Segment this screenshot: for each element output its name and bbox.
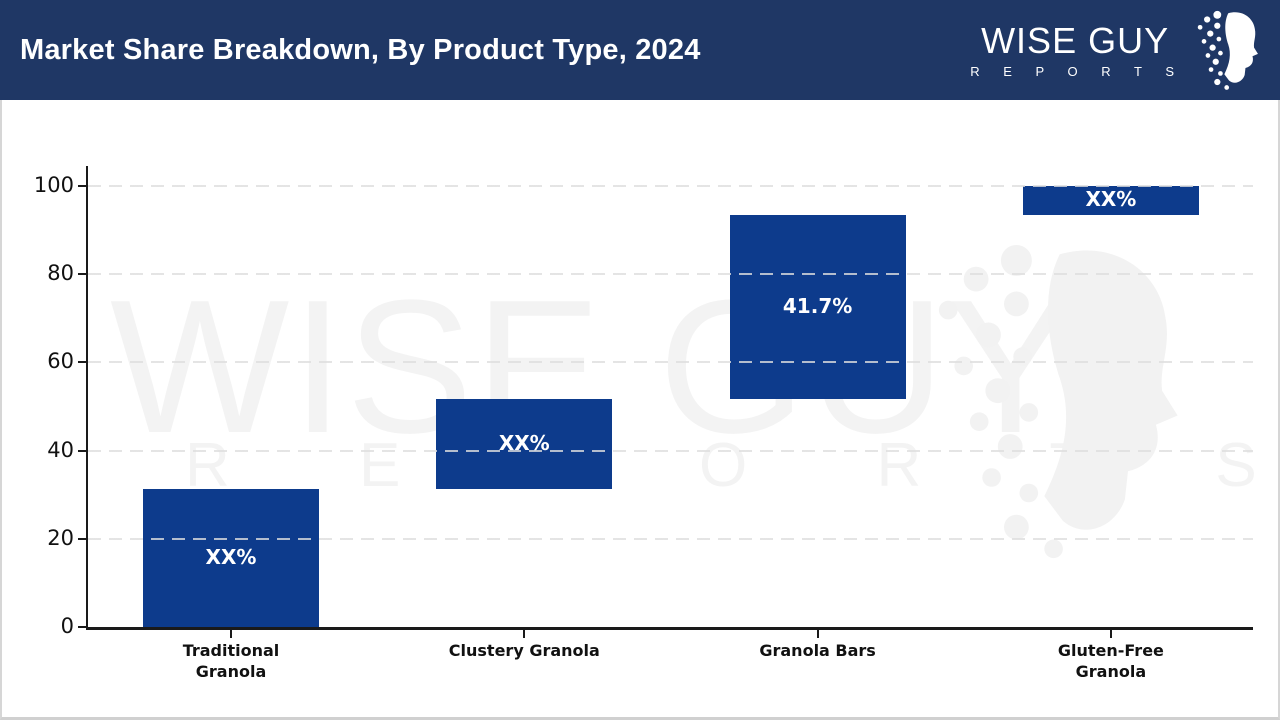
y-tick-mark [78, 185, 86, 187]
y-tick-mark [78, 626, 86, 628]
y-tick-mark [78, 449, 86, 452]
gridline [88, 273, 1253, 276]
category-label-line: Granola [1075, 662, 1147, 681]
category-label: Clustery Granola [414, 640, 634, 661]
bar-value-label: 41.7% [782, 293, 853, 318]
gridline [88, 537, 1253, 540]
gridline [88, 185, 1253, 187]
category-label-line: Gluten-Free [1057, 641, 1164, 660]
gridline [88, 361, 1253, 364]
y-tick-label: 60 [47, 349, 74, 374]
bar-segment [143, 489, 319, 627]
category-label-line: Clustery Granola [448, 641, 600, 660]
gridline [88, 449, 1253, 452]
category-label: Gluten-Free Granola [1001, 640, 1221, 682]
bar-value-label: XX% [205, 545, 257, 570]
y-tick-label: 100 [33, 173, 74, 197]
bar-value-label: XX% [498, 430, 550, 455]
y-tick-label: 80 [47, 261, 74, 286]
bar-segment [729, 214, 906, 399]
bar-value-label: XX% [1085, 187, 1137, 212]
category-label: Traditional Granola [121, 640, 341, 682]
y-tick-label: 0 [60, 614, 74, 638]
wise-guy-reports-logo: WISE GUY R E P O R T S [966, 7, 1262, 93]
x-axis-line [86, 627, 1253, 630]
chart-title: Market Share Breakdown, By Product Type,… [20, 33, 701, 66]
watermark-face-icon [938, 245, 1178, 559]
category-label-line: Traditional [182, 641, 280, 660]
header-band: Market Share Breakdown, By Product Type,… [0, 0, 1280, 100]
y-axis-line [86, 166, 88, 630]
y-tick-label: 20 [47, 525, 74, 550]
category-label-line: Granola Bars [759, 641, 876, 660]
x-tick-mark [1109, 630, 1112, 638]
category-label-line: Granola [195, 662, 267, 681]
y-tick-mark [78, 537, 86, 540]
x-tick-mark [523, 630, 526, 638]
logo-face-icon [1197, 10, 1258, 90]
logo-text: WISE GUY R E P O R T S [966, 19, 1184, 79]
y-tick-mark [78, 361, 86, 364]
logo-wordmark: WISE GUY [981, 19, 1170, 61]
category-label: Granola Bars [708, 640, 928, 661]
bar-segment [1022, 186, 1199, 215]
bar-segment [436, 398, 613, 490]
y-tick-mark [78, 273, 86, 276]
x-tick-mark [230, 630, 232, 638]
logo-subtitle: R E P O R T S [970, 63, 1184, 79]
x-tick-mark [816, 630, 819, 638]
y-tick-label: 40 [47, 437, 74, 462]
